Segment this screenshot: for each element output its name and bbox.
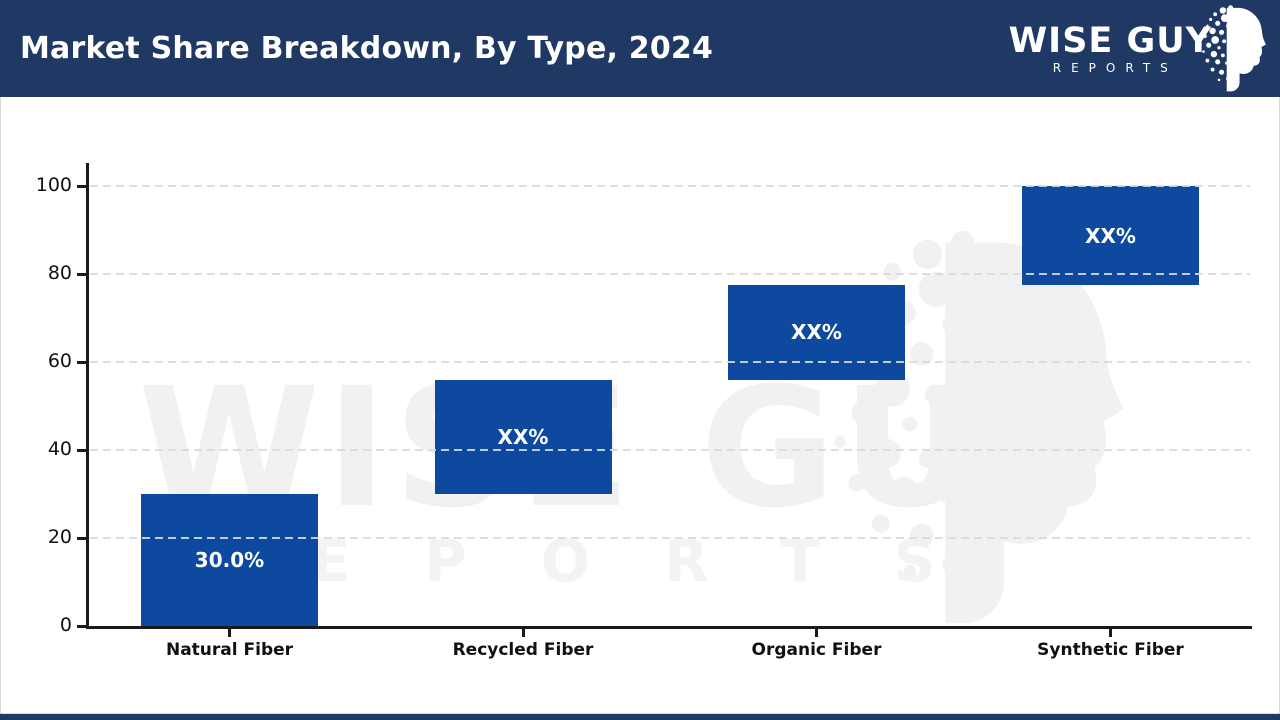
header-bar: Market Share Breakdown, By Type, 2024 WI… (0, 0, 1280, 97)
bar-label-natural-fiber: 30.0% (194, 548, 265, 572)
logo-wordmark-line1: WISE GUY (1008, 20, 1212, 61)
x-tick-label-synthetic-fiber: Synthetic Fiber (1037, 640, 1184, 660)
chart-title: Market Share Breakdown, By Type, 2024 (20, 31, 714, 66)
y-tick-label-100: 100 (35, 174, 72, 196)
y-tick-label-40: 40 (47, 438, 72, 460)
y-tick-20 (77, 536, 86, 540)
bar-natural-fiber: 30.0% (141, 494, 318, 626)
dotted-head-icon (1186, 4, 1270, 94)
logo-wordmark-line2: REPORTS (1052, 61, 1178, 76)
x-axis-spine (86, 626, 1252, 629)
gridline-40 (90, 449, 1250, 451)
wise-guy-logo: WISE GUY REPORTS (1008, 4, 1270, 94)
y-tick-label-20: 20 (47, 526, 72, 548)
y-tick-40 (77, 448, 86, 452)
chart-area: WISE GUY REPORTS 0 20 40 60 80 100 30.0% Natura… (0, 97, 1280, 714)
y-tick-60 (77, 360, 86, 364)
x-tick-label-natural-fiber: Natural Fiber (165, 640, 294, 660)
frame-bottom (0, 713, 1280, 714)
bar-label-synthetic-fiber: XX% (1085, 223, 1136, 248)
x-tick-natural-fiber (228, 628, 231, 637)
bar-organic-fiber: XX% (728, 285, 905, 380)
x-tick-organic-fiber (815, 628, 818, 637)
y-axis-spine (86, 163, 89, 628)
y-tick-80 (77, 272, 86, 276)
y-tick-label-0: 0 (59, 614, 72, 636)
y-tick-100 (77, 184, 86, 188)
x-tick-synthetic-fiber (1109, 628, 1112, 637)
bar-synthetic-fiber: XX% (1022, 186, 1199, 285)
y-tick-0 (77, 624, 86, 628)
x-tick-label-recycled-fiber: Recycled Fiber (452, 640, 594, 660)
x-tick-label-organic-fiber: Organic Fiber (751, 640, 882, 660)
bar-label-recycled-fiber: XX% (497, 424, 549, 449)
y-tick-label-60: 60 (47, 350, 72, 372)
y-tick-label-80: 80 (47, 262, 72, 284)
logo-wordmark: WISE GUY REPORTS (1008, 20, 1212, 76)
bar-label-organic-fiber: XX% (791, 320, 842, 345)
footer-bar (0, 714, 1280, 720)
frame-left (0, 97, 1, 720)
gridline-100 (90, 185, 1250, 187)
gridline-20 (90, 537, 1250, 539)
bar-recycled-fiber: XX% (434, 379, 612, 494)
gridline-60 (90, 361, 1250, 363)
x-tick-recycled-fiber (521, 628, 525, 637)
gridline-80 (90, 273, 1250, 275)
